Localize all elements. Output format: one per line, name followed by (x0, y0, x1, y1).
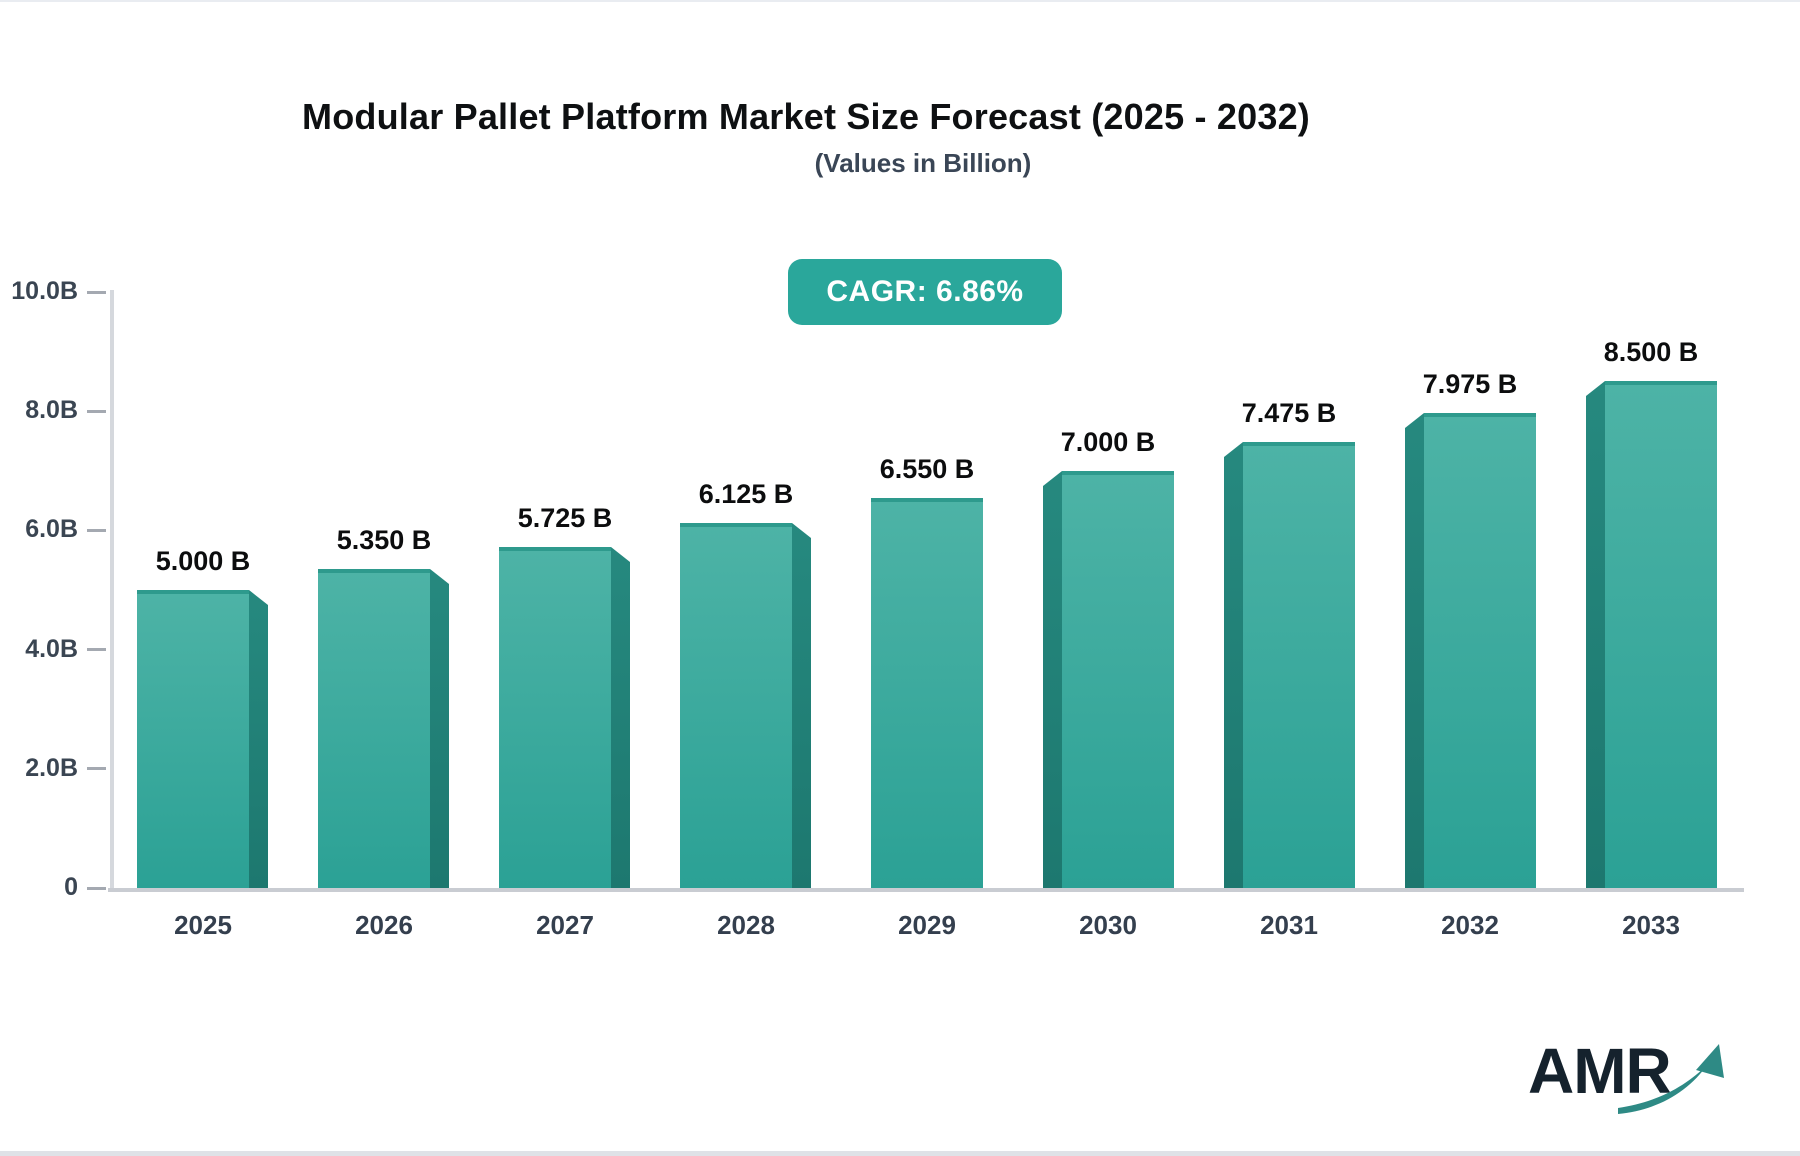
page-title: Modular Pallet Platform Market Size Fore… (0, 96, 1612, 138)
bar-face-2026 (318, 569, 430, 888)
chart-title: Modular Pallet Platform Market Size Fore… (302, 96, 1310, 137)
bar-face-2029 (871, 498, 983, 888)
x-tick-label: 2028 (717, 910, 775, 940)
bar-value-label: 7.975 B (1422, 369, 1518, 399)
bar-value-label: 5.350 B (336, 525, 432, 555)
bar-side-2033 (1586, 381, 1605, 888)
y-tick-mark (87, 767, 106, 771)
y-tick-label: 6.0B (25, 515, 78, 544)
y-tick-mark (87, 886, 106, 890)
bar-side-2028 (792, 523, 811, 888)
x-tick-label: 2026 (355, 910, 413, 940)
bar-value-label: 7.000 B (1060, 427, 1156, 457)
cagr-badge: CAGR: 6.86% (788, 259, 1062, 325)
y-axis-line (110, 290, 114, 890)
x-tick-label: 2032 (1441, 910, 1499, 940)
x-tick-label: 2030 (1079, 910, 1137, 940)
bar-side-2025 (249, 590, 268, 888)
x-axis-baseline (108, 888, 1744, 892)
bar-face-2028 (680, 523, 792, 888)
bar-value-label: 8.500 B (1603, 337, 1699, 367)
x-tick-label: 2033 (1622, 910, 1680, 940)
x-tick-label: 2029 (898, 910, 956, 940)
x-tick-label: 2025 (174, 910, 232, 940)
bar-face-2031 (1243, 442, 1355, 888)
y-tick-mark (87, 290, 106, 294)
y-tick-mark (87, 528, 106, 532)
amr-logo: AMR (1528, 1034, 1758, 1124)
bar-value-label: 5.000 B (155, 546, 251, 576)
growth-arrow-icon (1618, 1044, 1724, 1114)
bar-side-2026 (430, 569, 449, 888)
bar-face-2032 (1424, 413, 1536, 888)
x-tick-label: 2031 (1260, 910, 1318, 940)
bar-value-label: 7.475 B (1241, 398, 1337, 428)
amr-logo-text: AMR (1528, 1035, 1672, 1107)
bar-side-2027 (611, 547, 630, 888)
chart-subtitle-wrap: (Values in Billion) (46, 148, 1800, 179)
bar-side-2031 (1224, 442, 1243, 888)
bar-face-2033 (1605, 381, 1717, 888)
bar-face-2030 (1062, 471, 1174, 888)
bar-side-2032 (1405, 413, 1424, 888)
cagr-badge-label: CAGR: 6.86% (826, 275, 1024, 308)
chart-subtitle: (Values in Billion) (814, 148, 1032, 178)
bar-value-label: 5.725 B (517, 503, 613, 533)
y-tick-label: 2.0B (25, 753, 78, 782)
y-tick-label: 0 (64, 873, 78, 901)
y-tick-label: 8.0B (25, 396, 78, 425)
bar-value-label: 6.550 B (879, 454, 975, 484)
y-tick-mark (87, 648, 106, 652)
bar-face-2027 (499, 547, 611, 888)
bar-face-2025 (137, 590, 249, 888)
y-tick-label: 10.0B (11, 277, 78, 305)
y-tick-label: 4.0B (25, 634, 78, 663)
x-tick-label: 2027 (536, 910, 594, 940)
y-tick-mark (87, 409, 106, 413)
bar-side-2030 (1043, 471, 1062, 888)
bar-value-label: 6.125 B (698, 479, 794, 509)
